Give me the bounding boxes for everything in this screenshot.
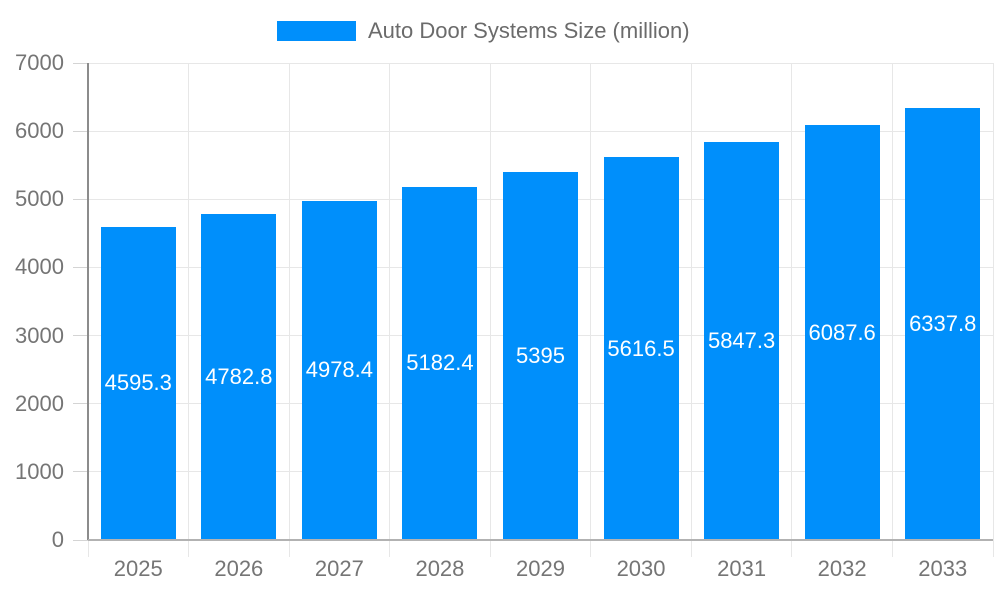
y-axis-label: 0 [51,527,64,552]
y-tick [73,335,88,337]
y-axis-label: 3000 [15,322,64,348]
y-tick [73,539,88,541]
x-gridline [389,63,391,557]
bar-2030: 5616.5 [603,157,679,540]
bar-value-label: 4782.8 [205,364,273,390]
bar-value-label: 5847.3 [707,327,776,353]
x-axis-label: 2033 [918,556,968,581]
x-gridline [690,63,692,557]
bar-2029: 5395 [503,172,578,540]
x-gridline [891,63,893,557]
y-axis-label: 7000 [15,50,64,75]
x-axis-label: 2032 [817,556,867,581]
bar-2026: 4782.8 [201,214,277,540]
bar-2028: 5182.4 [402,186,478,540]
y-axis-label: 6000 [15,118,64,144]
bar-2031: 5847.3 [704,141,780,540]
y-axis-label: 1000 [15,458,64,484]
y-axis-label: 2000 [15,390,64,416]
y-gridline [88,62,993,64]
y-axis-label: 5000 [15,186,64,212]
y-tick [73,198,88,200]
bar-value-label: 6087.6 [808,319,876,345]
x-gridline [791,63,793,557]
x-axis-label: 2028 [415,556,465,581]
x-gridline [489,63,491,557]
bar-value-label: 5395 [516,343,565,369]
legend-swatch [277,21,356,41]
x-gridline [188,63,190,557]
bar-value-label: 4978.4 [305,357,374,383]
bar-value-label: 5616.5 [607,335,675,361]
bar-value-label: 6337.8 [909,311,977,337]
y-tick [73,266,88,268]
x-gridline [992,63,994,557]
y-axis-label: 4000 [15,254,64,280]
y-axis-line [87,63,89,540]
x-axis-label: 2031 [717,556,767,581]
bar-value-label: 5182.4 [406,350,474,376]
bar-2033: 6337.8 [905,108,981,540]
y-tick [73,403,88,405]
bar-value-label: 4595.3 [104,370,172,396]
bar-2027: 4978.4 [301,200,377,540]
y-tick [73,62,88,64]
x-axis-label: 2025 [113,556,163,581]
y-gridline [88,130,993,132]
x-axis-label: 2030 [616,556,666,581]
x-axis-label: 2026 [214,556,264,581]
bar-2032: 6087.6 [804,125,880,540]
x-gridline [590,63,592,557]
legend-label: Auto Door Systems Size (million) [368,18,690,43]
y-tick [73,130,88,132]
x-axis-line [88,539,993,541]
x-gridline [288,63,290,557]
bar-2025: 4595.3 [100,226,176,540]
x-axis-label: 2029 [516,556,565,581]
y-tick [73,471,88,473]
x-axis-label: 2027 [314,556,364,581]
